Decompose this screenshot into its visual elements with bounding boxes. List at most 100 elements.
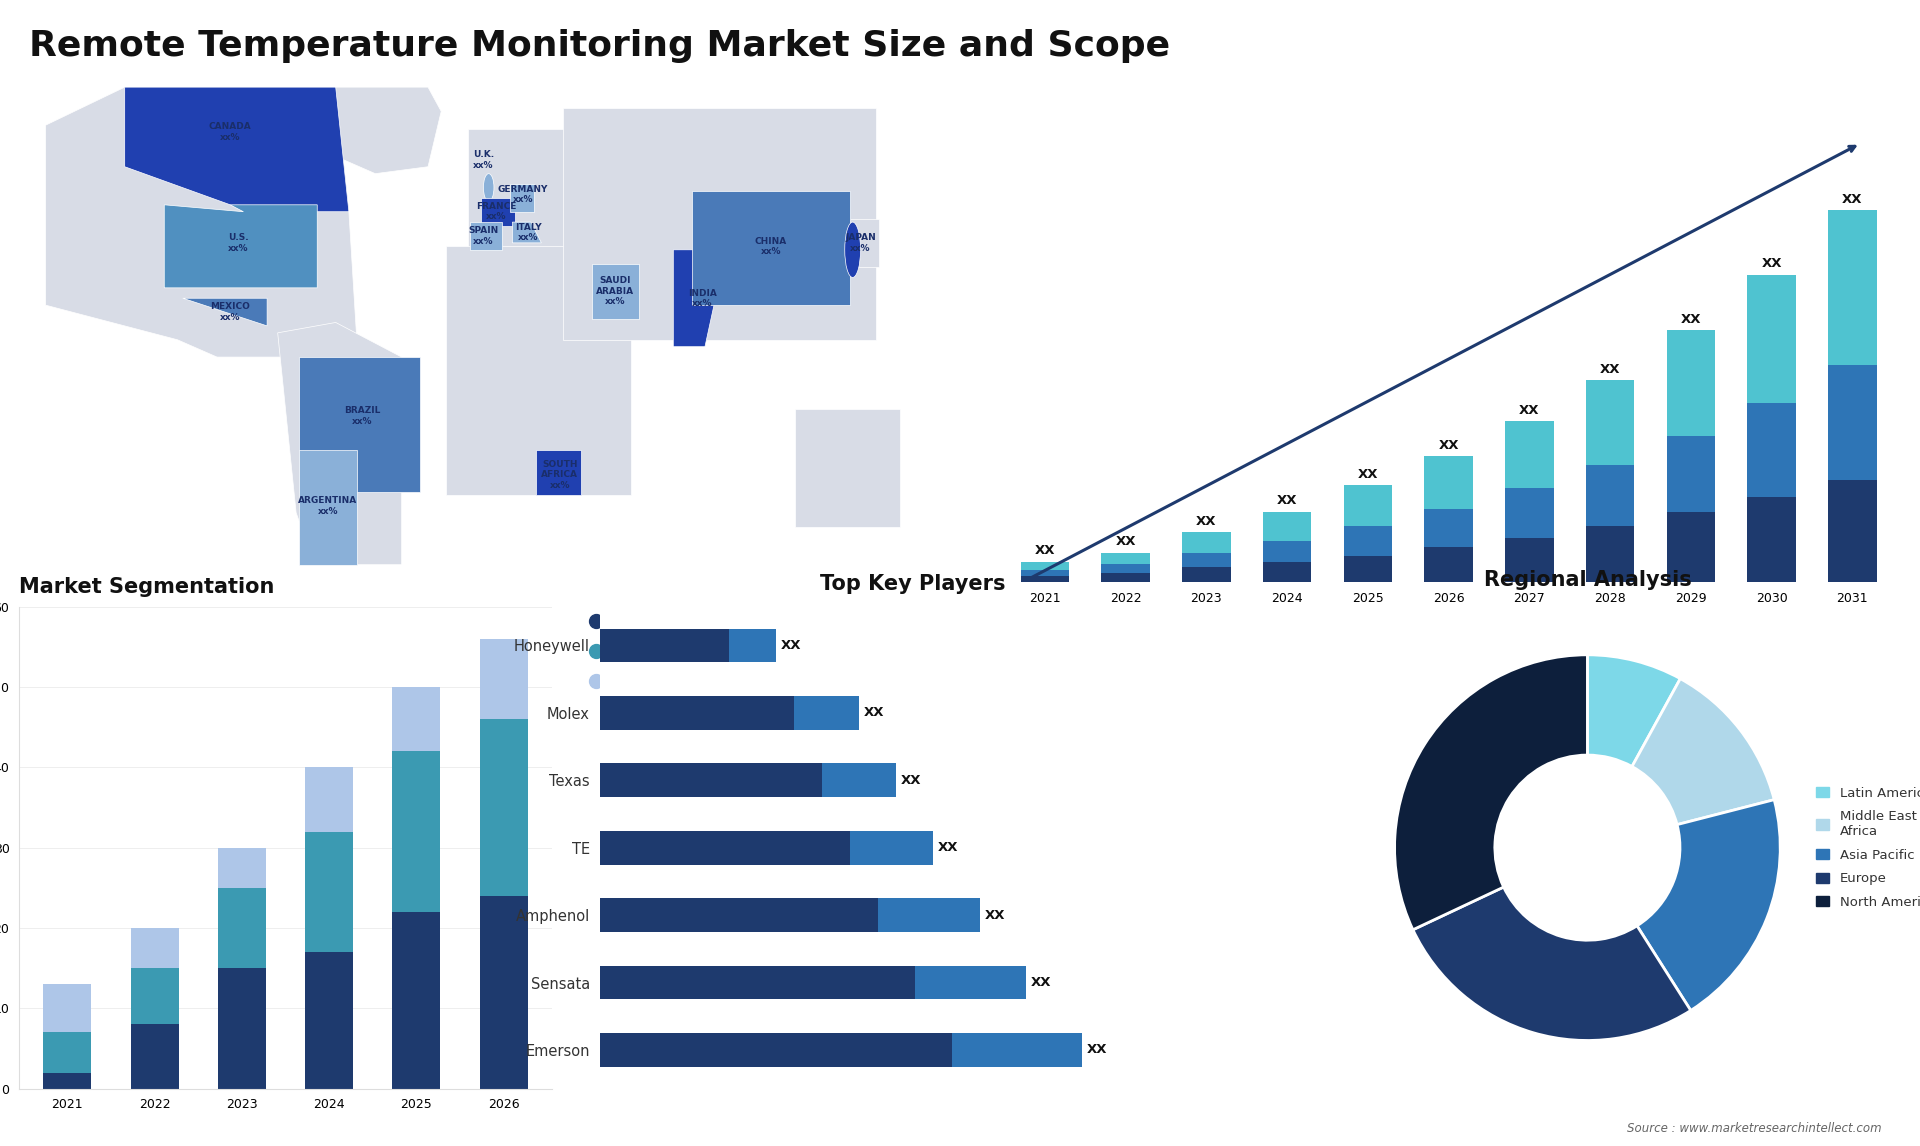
Bar xyxy=(1263,541,1311,562)
Bar xyxy=(1102,573,1150,582)
Polygon shape xyxy=(468,128,599,250)
Polygon shape xyxy=(309,87,442,174)
Bar xyxy=(1586,380,1634,465)
Text: U.S.
xx%: U.S. xx% xyxy=(228,233,248,252)
Title: Regional Analysis: Regional Analysis xyxy=(1484,570,1692,590)
Text: XX: XX xyxy=(1087,1043,1106,1057)
Polygon shape xyxy=(591,264,639,319)
Wedge shape xyxy=(1638,800,1780,1011)
Polygon shape xyxy=(300,358,420,492)
Bar xyxy=(1183,552,1231,567)
Bar xyxy=(1425,547,1473,582)
Bar xyxy=(1425,509,1473,547)
Text: XX: XX xyxy=(1438,439,1459,452)
Bar xyxy=(1667,435,1715,512)
Text: BRAZIL
xx%: BRAZIL xx% xyxy=(344,406,380,425)
Polygon shape xyxy=(46,87,357,358)
Bar xyxy=(1747,275,1795,403)
Bar xyxy=(851,831,933,864)
Polygon shape xyxy=(125,87,349,212)
Text: XX: XX xyxy=(1196,515,1217,528)
Bar xyxy=(219,848,267,888)
Polygon shape xyxy=(300,450,357,565)
Bar xyxy=(480,719,528,896)
Bar xyxy=(599,831,851,864)
Wedge shape xyxy=(1413,887,1692,1041)
Text: ITALY
xx%: ITALY xx% xyxy=(515,222,541,242)
Bar xyxy=(305,768,353,832)
Ellipse shape xyxy=(484,174,493,202)
Bar xyxy=(822,763,897,798)
Polygon shape xyxy=(837,219,879,267)
Text: GERMANY
xx%: GERMANY xx% xyxy=(497,185,547,204)
Bar xyxy=(1667,330,1715,435)
Bar xyxy=(1828,366,1876,479)
Text: INDIA
xx%: INDIA xx% xyxy=(687,289,716,308)
Polygon shape xyxy=(563,108,876,339)
Bar xyxy=(219,888,267,968)
Bar xyxy=(1102,552,1150,565)
Text: XX: XX xyxy=(1035,544,1056,557)
Bar xyxy=(1505,539,1553,582)
Text: Remote Temperature Monitoring Market Size and Scope: Remote Temperature Monitoring Market Siz… xyxy=(29,29,1169,63)
Text: XX: XX xyxy=(985,909,1004,921)
Bar xyxy=(952,1033,1081,1067)
Bar xyxy=(1667,512,1715,582)
Bar xyxy=(305,832,353,952)
Bar xyxy=(1183,532,1231,552)
Text: XX: XX xyxy=(1599,362,1620,376)
Bar xyxy=(305,952,353,1089)
Text: XX: XX xyxy=(900,774,922,786)
Bar xyxy=(599,696,795,730)
Bar xyxy=(599,898,877,932)
Bar xyxy=(1021,576,1069,582)
Bar xyxy=(730,628,776,662)
Polygon shape xyxy=(165,205,317,288)
Bar xyxy=(392,912,440,1089)
Text: XX: XX xyxy=(939,841,958,854)
Bar xyxy=(1828,479,1876,582)
Bar xyxy=(1021,571,1069,576)
Bar xyxy=(1828,211,1876,366)
Text: XX: XX xyxy=(1680,313,1701,325)
Polygon shape xyxy=(447,246,632,495)
Text: XX: XX xyxy=(1357,468,1379,481)
Text: SOUTH
AFRICA
xx%: SOUTH AFRICA xx% xyxy=(541,460,578,489)
Bar xyxy=(480,896,528,1089)
Polygon shape xyxy=(182,298,267,325)
Text: XX: XX xyxy=(1116,535,1137,548)
Text: XX: XX xyxy=(864,706,885,720)
Bar xyxy=(1586,465,1634,526)
Bar xyxy=(131,968,179,1025)
Text: XX: XX xyxy=(1841,193,1862,206)
Polygon shape xyxy=(795,409,900,527)
Bar xyxy=(44,1033,92,1073)
Bar xyxy=(1505,488,1553,539)
Text: U.K.
xx%: U.K. xx% xyxy=(472,150,493,170)
Bar xyxy=(599,1033,952,1067)
Text: CANADA
xx%: CANADA xx% xyxy=(209,123,252,142)
Bar xyxy=(877,898,979,932)
Text: SAUDI
ARABIA
xx%: SAUDI ARABIA xx% xyxy=(597,276,634,306)
Bar xyxy=(480,638,528,719)
Wedge shape xyxy=(1394,654,1588,929)
Bar xyxy=(1505,421,1553,488)
Bar xyxy=(131,1025,179,1089)
Bar xyxy=(1344,486,1392,526)
Text: XX: XX xyxy=(1761,258,1782,270)
Polygon shape xyxy=(470,222,501,250)
Text: ARGENTINA
xx%: ARGENTINA xx% xyxy=(298,496,357,516)
Ellipse shape xyxy=(845,222,860,277)
Bar xyxy=(392,686,440,752)
Polygon shape xyxy=(511,185,534,212)
Bar xyxy=(914,966,1025,999)
Text: XX: XX xyxy=(780,638,801,652)
Polygon shape xyxy=(480,198,515,226)
Polygon shape xyxy=(691,191,851,305)
Bar xyxy=(599,763,822,798)
Polygon shape xyxy=(513,222,541,243)
Text: CHINA
xx%: CHINA xx% xyxy=(755,236,787,256)
Text: XX: XX xyxy=(1031,976,1052,989)
Text: Market Segmentation: Market Segmentation xyxy=(19,576,275,597)
Bar xyxy=(599,966,914,999)
